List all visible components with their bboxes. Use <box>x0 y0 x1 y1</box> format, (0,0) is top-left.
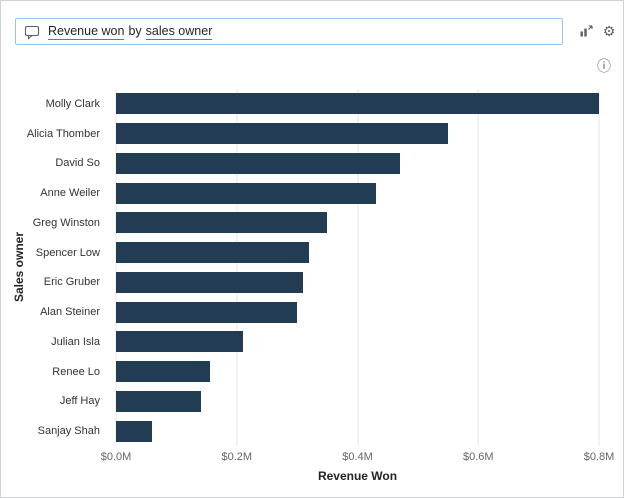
category-label: Greg Winston <box>32 216 100 229</box>
bar-row <box>116 357 599 387</box>
category-label: Spencer Low <box>35 246 100 259</box>
x-tick-label: $0.8M <box>583 451 615 463</box>
category-label: Julian Isla <box>51 335 100 348</box>
gridline <box>357 89 358 446</box>
bar[interactable] <box>116 331 243 353</box>
bar[interactable] <box>116 182 376 204</box>
bar[interactable] <box>116 420 153 442</box>
bar[interactable] <box>116 301 298 323</box>
x-axis-title: Revenue Won <box>317 469 398 483</box>
bar[interactable] <box>116 242 310 264</box>
gridline <box>598 89 600 446</box>
x-ticks: $0.0M $0.2M $0.4M $0.6M $0.8M <box>101 451 615 465</box>
x-tick-label: $0.4M <box>342 451 373 463</box>
bar-row <box>116 178 599 208</box>
query-term[interactable]: by <box>128 23 142 38</box>
bar-row <box>116 387 599 417</box>
bar-row <box>116 268 599 298</box>
info-icon[interactable]: ⓘ <box>597 58 611 74</box>
bar[interactable] <box>116 390 201 412</box>
category-labels: Molly Clark Alicia Thomber David So Anne We… <box>1 89 108 446</box>
chat-bubble-icon <box>24 24 40 40</box>
category-label: Anne Weiler <box>40 187 100 200</box>
bar-row <box>116 89 599 119</box>
category-label: Alicia Thomber <box>26 127 100 140</box>
bar-row <box>116 416 599 446</box>
bar-row <box>116 149 599 179</box>
bar[interactable] <box>116 93 599 115</box>
query-term[interactable]: Revenue won <box>48 23 125 40</box>
plot-area <box>115 89 600 446</box>
bar-row <box>116 238 599 268</box>
bar[interactable] <box>116 271 304 293</box>
bar[interactable] <box>116 152 400 174</box>
x-tick-label: $0.0M <box>100 451 132 463</box>
convert-to-standard-visual-icon[interactable] <box>577 22 595 40</box>
category-label: Eric Gruber <box>43 276 100 289</box>
bar-row <box>116 327 599 357</box>
gridline <box>115 89 117 446</box>
category-label: Sanjay Shah <box>37 425 100 438</box>
category-label: Jeff Hay <box>59 395 100 408</box>
bar-row <box>116 297 599 327</box>
category-label: Molly Clark <box>45 97 100 110</box>
bar[interactable] <box>116 123 449 145</box>
x-tick-label: $0.2M <box>221 451 253 463</box>
gridline <box>236 89 238 446</box>
category-label: Renee Lo <box>52 365 100 378</box>
query-text[interactable]: Revenue won by sales owner <box>48 24 216 40</box>
bar-row <box>116 208 599 238</box>
category-label: Alan Steiner <box>40 306 100 319</box>
x-tick-label: $0.6M <box>462 451 494 463</box>
bar[interactable] <box>116 361 210 383</box>
gridline <box>477 89 479 446</box>
bar-rows <box>116 89 599 446</box>
bar-row <box>116 119 599 149</box>
question-input[interactable]: Revenue won by sales owner <box>15 18 563 45</box>
settings-gear-icon[interactable]: ⚙ <box>602 23 616 39</box>
query-term[interactable]: sales owner <box>145 23 213 40</box>
category-label: David So <box>55 157 100 170</box>
bar[interactable] <box>116 212 328 234</box>
visual-toolbar: ⚙ <box>577 22 618 40</box>
